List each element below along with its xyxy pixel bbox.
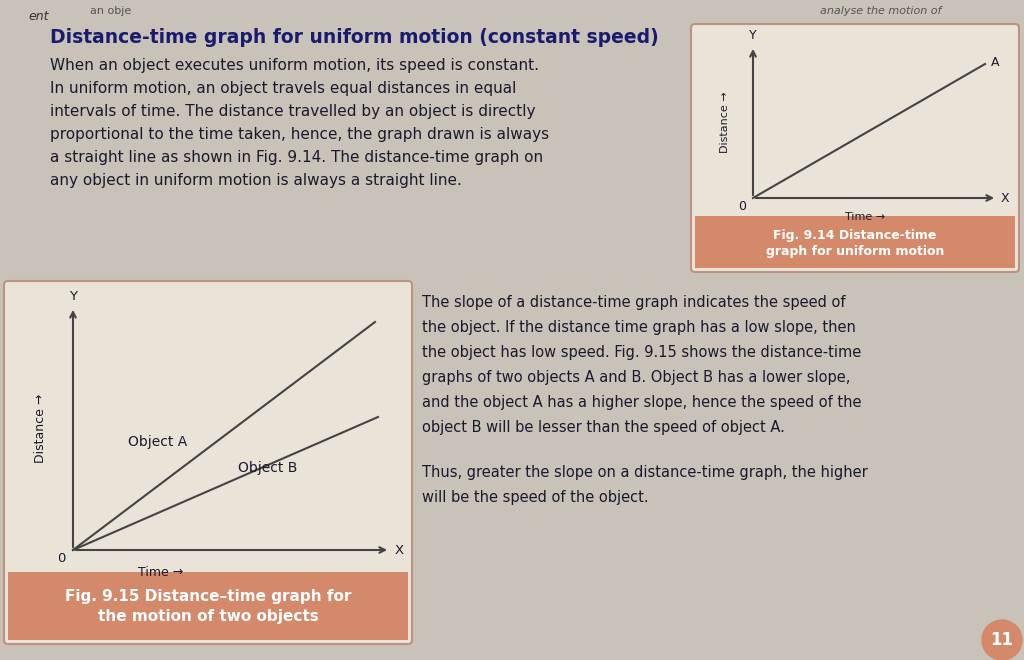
Text: intervals of time. The distance travelled by an object is directly: intervals of time. The distance travelle… xyxy=(50,104,536,119)
Text: the motion of two objects: the motion of two objects xyxy=(97,609,318,624)
Text: proportional to the time taken, hence, the graph drawn is always: proportional to the time taken, hence, t… xyxy=(50,127,549,142)
Text: Time →: Time → xyxy=(138,566,183,579)
Text: The slope of a distance-time graph indicates the speed of: The slope of a distance-time graph indic… xyxy=(422,295,846,310)
Text: When an object executes uniform motion, its speed is constant.: When an object executes uniform motion, … xyxy=(50,58,539,73)
FancyBboxPatch shape xyxy=(4,281,412,644)
Text: graph for uniform motion: graph for uniform motion xyxy=(766,244,944,257)
FancyBboxPatch shape xyxy=(691,24,1019,272)
Text: the object. If the distance time graph has a low slope, then: the object. If the distance time graph h… xyxy=(422,320,856,335)
Text: X: X xyxy=(395,543,404,556)
Text: ent: ent xyxy=(28,10,48,23)
Text: the object has low speed. Fig. 9.15 shows the distance-time: the object has low speed. Fig. 9.15 show… xyxy=(422,345,861,360)
Text: Distance →: Distance → xyxy=(720,91,730,153)
Circle shape xyxy=(982,620,1022,660)
Text: X: X xyxy=(1001,191,1010,205)
Text: a straight line as shown in Fig. 9.14. The distance-time graph on: a straight line as shown in Fig. 9.14. T… xyxy=(50,150,543,165)
Text: Distance →: Distance → xyxy=(35,394,47,463)
Text: analyse the motion of: analyse the motion of xyxy=(820,6,941,16)
Text: graphs of two objects A and B. Object B has a lower slope,: graphs of two objects A and B. Object B … xyxy=(422,370,850,385)
Bar xyxy=(8,572,408,640)
Text: In uniform motion, an object travels equal distances in equal: In uniform motion, an object travels equ… xyxy=(50,81,516,96)
Text: Time →: Time → xyxy=(845,212,885,222)
Text: 0: 0 xyxy=(738,200,746,213)
Text: A: A xyxy=(991,55,999,69)
Text: an obje: an obje xyxy=(90,6,131,16)
Text: Fig. 9.15 Distance–time graph for: Fig. 9.15 Distance–time graph for xyxy=(65,589,351,603)
Text: 11: 11 xyxy=(990,631,1014,649)
Text: Object A: Object A xyxy=(128,435,187,449)
Text: Y: Y xyxy=(750,29,757,42)
Text: Distance-time graph for uniform motion (constant speed): Distance-time graph for uniform motion (… xyxy=(50,28,658,47)
Text: Y: Y xyxy=(69,290,77,303)
Text: will be the speed of the object.: will be the speed of the object. xyxy=(422,490,648,505)
Text: any object in uniform motion is always a straight line.: any object in uniform motion is always a… xyxy=(50,173,462,188)
Text: 0: 0 xyxy=(56,552,65,565)
Text: Fig. 9.14 Distance-time: Fig. 9.14 Distance-time xyxy=(773,228,937,242)
Text: Thus, greater the slope on a distance-time graph, the higher: Thus, greater the slope on a distance-ti… xyxy=(422,465,867,480)
Text: object B will be lesser than the speed of object A.: object B will be lesser than the speed o… xyxy=(422,420,784,435)
Text: Object B: Object B xyxy=(238,461,297,475)
Bar xyxy=(695,216,1015,268)
Text: and the object A has a higher slope, hence the speed of the: and the object A has a higher slope, hen… xyxy=(422,395,861,410)
